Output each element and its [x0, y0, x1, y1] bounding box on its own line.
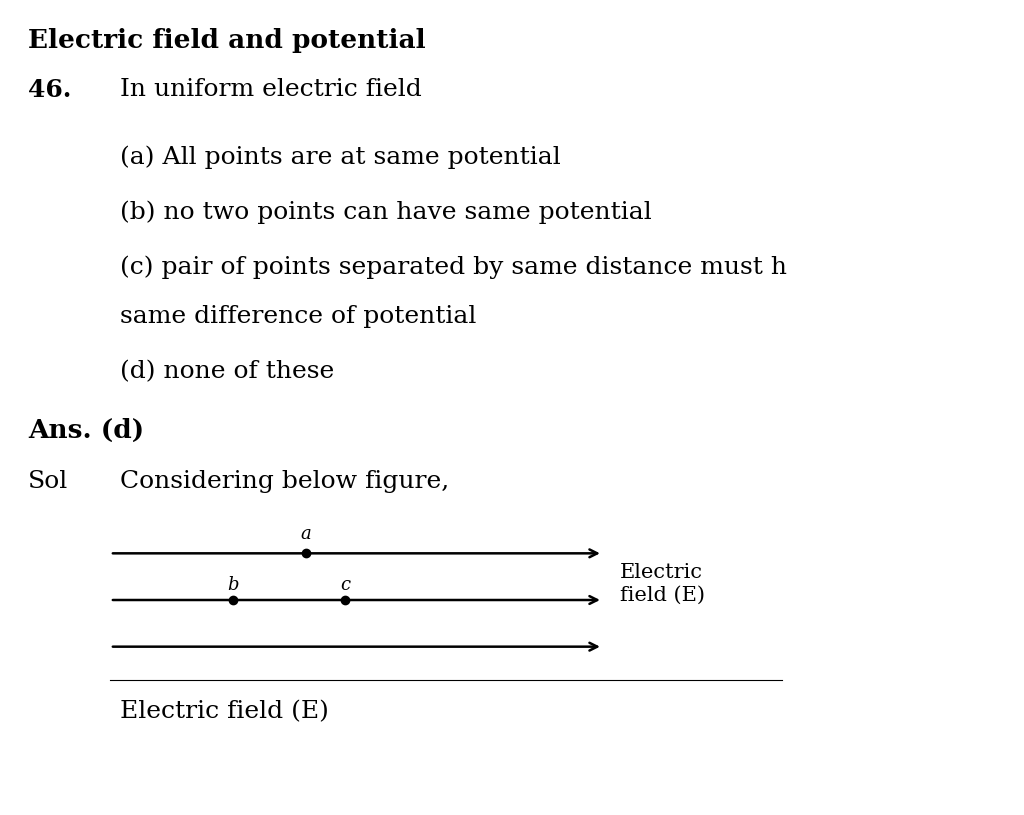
Text: field (E): field (E) [620, 586, 705, 605]
Text: Considering below figure,: Considering below figure, [120, 470, 450, 493]
Text: c: c [340, 576, 350, 594]
Text: (d) none of these: (d) none of these [120, 360, 334, 383]
Text: Electric: Electric [620, 562, 702, 581]
Text: same difference of potential: same difference of potential [120, 305, 476, 328]
Text: Electric field and potential: Electric field and potential [28, 28, 426, 53]
Text: a: a [301, 525, 311, 543]
Text: (c) pair of points separated by same distance must h: (c) pair of points separated by same dis… [120, 255, 787, 279]
Text: (b) no two points can have same potential: (b) no two points can have same potentia… [120, 200, 651, 223]
Text: In uniform electric field: In uniform electric field [120, 78, 422, 101]
Text: Sol: Sol [28, 470, 69, 493]
Text: 46.: 46. [28, 78, 72, 102]
Text: (a) All points are at same potential: (a) All points are at same potential [120, 145, 561, 169]
Text: Ans. (d): Ans. (d) [28, 418, 144, 443]
Text: b: b [227, 576, 239, 594]
Text: Electric field (E): Electric field (E) [120, 700, 329, 723]
